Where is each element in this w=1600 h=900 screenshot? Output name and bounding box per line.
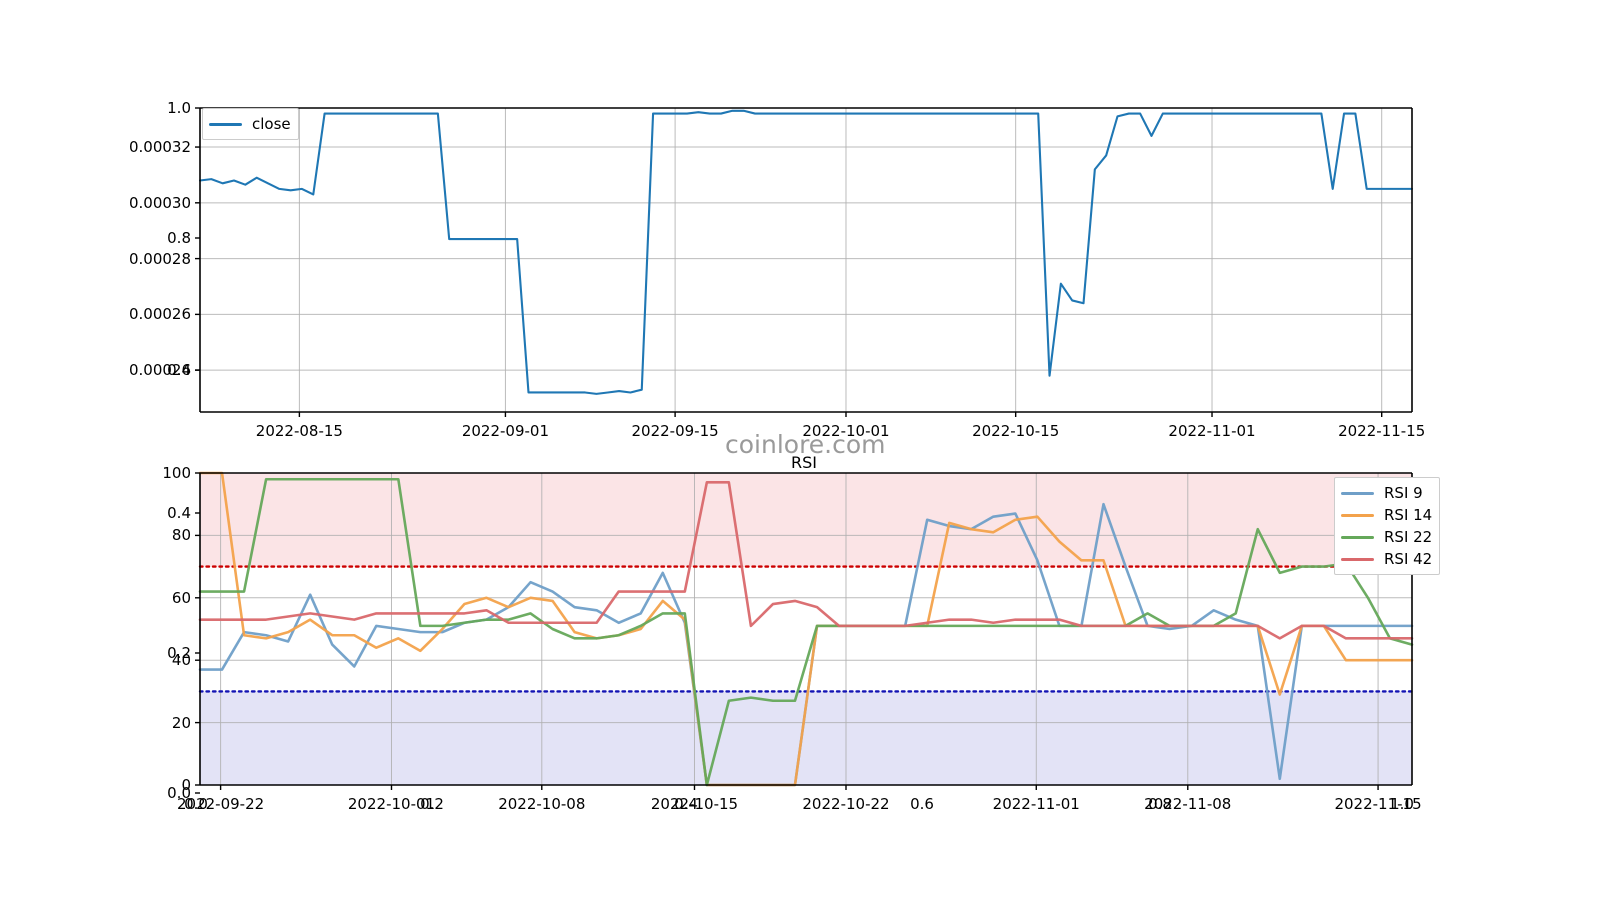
rsi-xtick2-label: 0.8: [1148, 795, 1172, 813]
rsi-xtick2-label: 0.2: [420, 795, 444, 813]
price-panel: [195, 107, 1414, 417]
rsi-xtick2-label: 0.0: [184, 795, 208, 813]
rsi-legend-label: RSI 14: [1384, 506, 1433, 524]
rsi-title: RSI: [791, 453, 817, 472]
price-plot-area: [195, 107, 1414, 417]
rsi-legend-label: RSI 42: [1384, 550, 1433, 568]
price-ytick-label: 0.00028: [128, 249, 191, 268]
rsi-xtick-label: 2022-10-15: [650, 795, 739, 813]
price-ytick2-label: 1.0: [167, 99, 191, 117]
rsi-legend-label: RSI 9: [1384, 484, 1423, 502]
price-ytick-label: 0.00032: [128, 138, 191, 157]
rsi-xtick-label: 2022-10-22: [802, 795, 890, 813]
rsi-xtick-label: 2022-09-22: [177, 795, 265, 813]
price-xtick-label: 2022-08-15: [255, 422, 343, 440]
rsi-ytick-label: 80: [171, 526, 191, 545]
price-legend-item[interactable]: close: [209, 113, 291, 135]
price-xtick-label: 2022-09-15: [631, 422, 719, 440]
rsi-xtick2-label: 1.0: [1390, 795, 1414, 813]
rsi-legend-item[interactable]: RSI 9: [1341, 482, 1432, 504]
rsi-ytick2-label: 0.2: [167, 644, 191, 662]
rsi-xtick-label: 2022-10-08: [498, 795, 586, 813]
price-ytick-label: 0.00024: [128, 361, 191, 380]
rsi-band-overbought: [200, 473, 1412, 567]
rsi-legend-item[interactable]: RSI 14: [1341, 504, 1432, 526]
rsi-ytick2-label: 0.4: [167, 504, 191, 522]
watermark-coinlore: coinlore.com: [725, 430, 886, 459]
price-ytick-label: 0.00030: [128, 193, 191, 212]
price-close-line: [198, 109, 1414, 395]
price-xtick-label: 2022-09-01: [461, 422, 550, 440]
rsi-xtick-label: 2022-11-01: [992, 795, 1080, 813]
price-ytick2-label: 0.8: [167, 229, 191, 247]
price-ytick-label: 0.00026: [128, 305, 191, 324]
price-plot-bg: [200, 108, 1412, 412]
rsi-legend-swatch: [1341, 491, 1374, 495]
rsi-ytick-label: 60: [171, 588, 191, 607]
price-xtick-label: 2022-11-15: [1338, 422, 1426, 440]
rsi-ytick2-label: 0.0: [167, 784, 191, 802]
rsi-ytick-label: 40: [171, 651, 191, 670]
rsi-xtick-label: 2022-11-15: [1334, 795, 1422, 813]
rsi-panel: [0, 440, 1600, 900]
rsi-plot-area: [195, 471, 1414, 794]
rsi-legend-swatch: [1341, 557, 1374, 561]
price-xtick-label: 2022-10-15: [972, 422, 1060, 440]
rsi-ytick-label: 0: [181, 776, 191, 794]
rsi-xtick-label: 2022-11-08: [1144, 795, 1232, 813]
rsi-xtick2-label: 0.4: [674, 795, 698, 813]
rsi-legend-swatch: [1341, 535, 1374, 539]
price-legend-label: close: [252, 115, 291, 133]
price-xtick-label: 2022-10-01: [802, 422, 890, 440]
rsi-ytick-label: 20: [171, 713, 191, 732]
rsi-legend-swatch: [1341, 513, 1374, 517]
price-legend-swatch: [209, 122, 242, 126]
rsi-xtick-label: 2022-10-01: [347, 795, 436, 813]
rsi-ytick-label: 100: [162, 464, 191, 482]
rsi-legend[interactable]: RSI 9 RSI 14 RSI 22 RSI 42: [1334, 477, 1441, 575]
rsi-legend-label: RSI 22: [1384, 528, 1433, 546]
price-ytick2-label: 0.6: [167, 361, 191, 379]
price-legend[interactable]: close: [202, 108, 299, 140]
rsi-series-rsi-42: [198, 481, 1414, 640]
rsi-legend-item[interactable]: RSI 22: [1341, 526, 1432, 548]
price-xtick-label: 2022-11-01: [1168, 422, 1256, 440]
rsi-xtick2-label: 0.6: [910, 795, 934, 813]
rsi-legend-item[interactable]: RSI 42: [1341, 548, 1432, 570]
